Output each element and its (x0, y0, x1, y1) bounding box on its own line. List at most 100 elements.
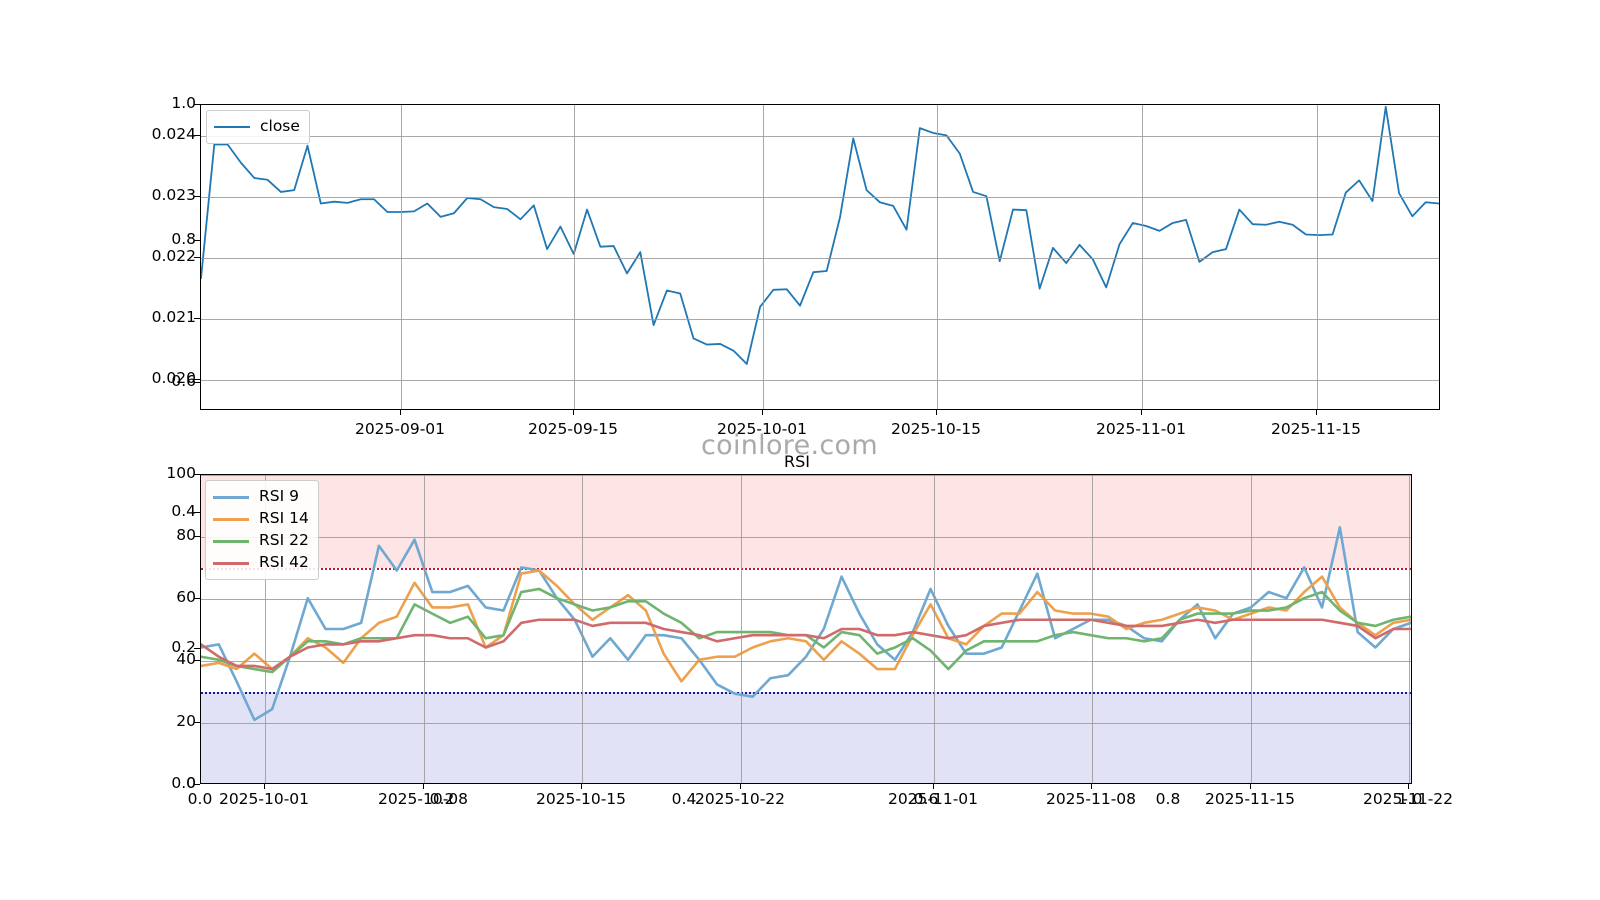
tick-mark (740, 784, 741, 789)
tick-mark (194, 598, 200, 599)
rsi-gridline-v (1251, 475, 1252, 783)
legend-label: RSI 14 (259, 509, 309, 528)
rsi-line-rsi-9 (201, 527, 1411, 720)
rsi-x-tick-2: 2025-10-15 (535, 790, 627, 808)
rsi-line-rsi-22 (201, 589, 1411, 672)
rsi-line-rsi-14 (201, 570, 1411, 681)
rsi-gridline-h (201, 661, 1411, 662)
rsi-gridline-h (201, 599, 1411, 600)
price-y-tick-0: 0.020 (151, 369, 196, 388)
rsi-y-tick-0: 0 (186, 774, 196, 792)
tick-mark (194, 318, 200, 320)
rsi-x-tick-6: 2025-11-15 (1204, 790, 1296, 808)
rsi-plot-area (201, 475, 1411, 783)
tick-mark (400, 410, 401, 415)
tick-mark (194, 722, 200, 723)
rsi-gridline-v (582, 475, 583, 783)
tick-mark (194, 648, 200, 649)
price-y-tick-overlay-2: 1.0 (171, 94, 196, 112)
rsi-gridline-v (934, 475, 935, 783)
overbought-band (201, 475, 1411, 568)
price-x-tick-2: 2025-10-01 (716, 420, 808, 438)
rsi-x-tick-7: 2025-11-22 (1362, 790, 1454, 808)
legend-line-swatch (213, 561, 249, 565)
rsi-gridline-v (265, 475, 266, 783)
price-legend: close (206, 110, 310, 144)
rsi-gridline-v (1092, 475, 1093, 783)
rsi-y-tick-3: 60 (176, 588, 196, 606)
rsi-x-tick-0: 2025-10-01 (218, 790, 310, 808)
rsi-line-rsi-42 (201, 620, 1411, 669)
price-gridline-h (201, 380, 1439, 382)
rsi-x-tick-overlay-2: 0.4 (671, 790, 697, 808)
rsi-y-tick-1: 20 (176, 712, 196, 730)
tick-mark (194, 382, 200, 383)
rsi-y-tick-2: 40 (176, 650, 196, 668)
tick-mark (1091, 784, 1092, 789)
legend-line-swatch (213, 539, 249, 543)
tick-mark (194, 784, 200, 785)
price-gridline-v (574, 105, 575, 409)
close-price-series (201, 105, 1439, 409)
oversold-band (201, 692, 1411, 783)
oversold-threshold-line (201, 692, 1411, 694)
rsi-x-tick-4: 2025-11-01 (887, 790, 979, 808)
rsi-y-tick-overlay-2: 0.4 (171, 502, 196, 520)
tick-mark (194, 240, 200, 241)
price-legend-item[interactable]: close (214, 116, 300, 138)
rsi-gridline-v (424, 475, 425, 783)
rsi-x-tick-overlay-4: 0.8 (1155, 790, 1181, 808)
price-gridline-v (401, 105, 402, 409)
rsi-legend-item[interactable]: RSI 22 (213, 530, 309, 552)
rsi-gridline-h (201, 475, 1411, 476)
tick-mark (573, 410, 574, 415)
price-gridline-h (201, 319, 1439, 321)
legend-label: RSI 9 (259, 487, 299, 506)
rsi-x-tick-overlay-0: 0.0 (187, 790, 213, 808)
tick-mark (194, 379, 200, 381)
rsi-x-tick-overlay-5: 1.0 (1397, 790, 1423, 808)
tick-mark (194, 195, 200, 197)
rsi-legend: RSI 9 RSI 14 RSI 22 RSI 42 (205, 480, 319, 580)
legend-label: close (260, 117, 300, 136)
price-y-tick-overlay-0: 0.6 (171, 372, 196, 390)
rsi-y-tick-overlay-1: 0.2 (171, 638, 196, 656)
rsi-gridline-h (201, 723, 1411, 724)
rsi-legend-item[interactable]: RSI 14 (213, 508, 309, 530)
tick-mark (1250, 784, 1251, 789)
tick-mark (194, 134, 200, 136)
rsi-gridline-v (1409, 475, 1410, 783)
rsi-x-tick-overlay-3: 0.6 (913, 790, 939, 808)
tick-mark (762, 410, 763, 415)
tick-mark (933, 784, 934, 789)
legend-line-swatch (213, 495, 249, 499)
tick-mark (936, 410, 937, 415)
tick-mark (194, 474, 200, 475)
price-x-tick-4: 2025-11-01 (1095, 420, 1187, 438)
tick-mark (194, 104, 200, 105)
price-gridline-h (201, 135, 1439, 137)
rsi-legend-item[interactable]: RSI 9 (213, 486, 309, 508)
legend-line-swatch (213, 517, 249, 521)
rsi-chart-panel (200, 474, 1412, 784)
price-x-tick-5: 2025-11-15 (1270, 420, 1362, 438)
rsi-gridline-h (201, 537, 1411, 538)
price-gridline-v (1142, 105, 1143, 409)
price-plot-area (201, 105, 1439, 409)
tick-mark (194, 660, 200, 661)
rsi-legend-item[interactable]: RSI 42 (213, 552, 309, 574)
price-chart-panel (200, 104, 1440, 410)
price-gridline-v (937, 105, 938, 409)
rsi-series-group (201, 475, 1411, 783)
close-line (201, 107, 1439, 364)
price-x-tick-3: 2025-10-15 (890, 420, 982, 438)
coinlore-watermark: coinlore.com (701, 430, 878, 461)
rsi-panel-title: RSI (784, 452, 810, 471)
overbought-threshold-line (201, 568, 1411, 570)
tick-mark (581, 784, 582, 789)
price-y-tick-1: 0.021 (151, 308, 196, 327)
price-gridline-v (1317, 105, 1318, 409)
legend-label: RSI 42 (259, 553, 309, 572)
price-y-tick-2: 0.022 (151, 247, 196, 265)
price-x-tick-1: 2025-09-15 (527, 420, 619, 438)
